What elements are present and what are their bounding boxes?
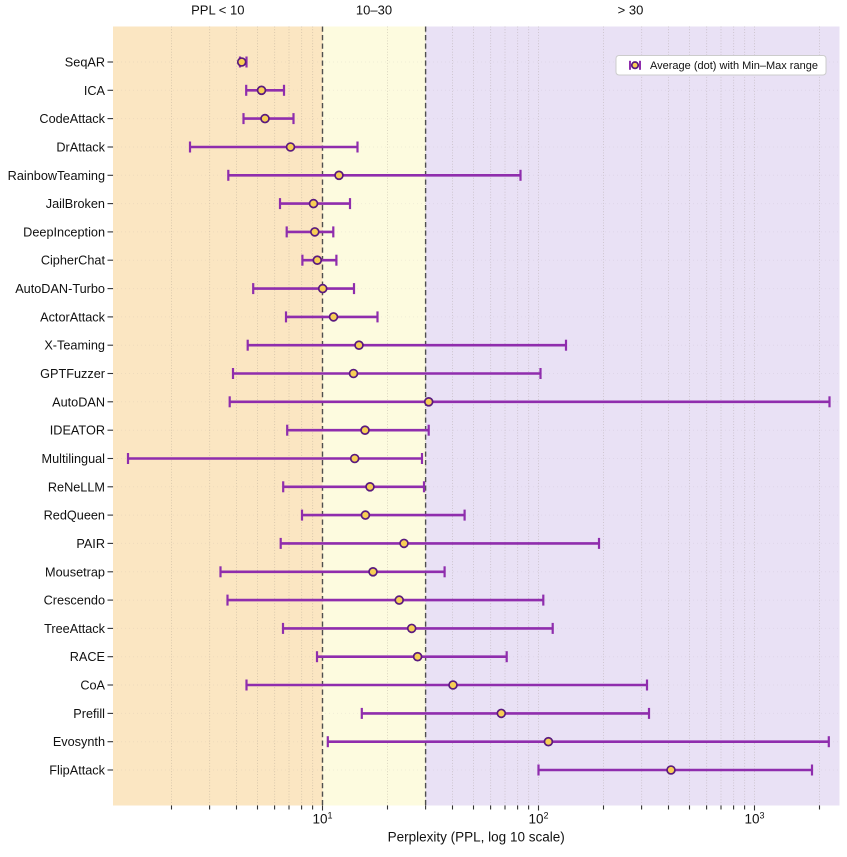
svg-text:X-Teaming: X-Teaming	[44, 339, 105, 353]
svg-text:GPTFuzzer: GPTFuzzer	[40, 367, 106, 381]
svg-text:> 30: > 30	[618, 3, 644, 18]
svg-text:Crescendo: Crescendo	[44, 594, 105, 608]
svg-text:FlipAttack: FlipAttack	[49, 764, 105, 778]
svg-text:AutoDAN-Turbo: AutoDAN-Turbo	[15, 282, 105, 296]
svg-text:SeqAR: SeqAR	[65, 56, 105, 70]
svg-text:IDEATOR: IDEATOR	[50, 424, 105, 438]
svg-text:PAIR: PAIR	[76, 537, 105, 551]
svg-text:CodeAttack: CodeAttack	[39, 112, 105, 126]
svg-text:CoA: CoA	[80, 679, 105, 693]
svg-text:PPL < 10: PPL < 10	[191, 3, 244, 18]
svg-text:Mousetrap: Mousetrap	[45, 565, 105, 579]
svg-text:Average (dot) with Min–Max ran: Average (dot) with Min–Max range	[650, 60, 818, 72]
svg-text:CipherChat: CipherChat	[41, 254, 106, 268]
svg-text:DeepInception: DeepInception	[23, 225, 105, 239]
svg-text:JailBroken: JailBroken	[46, 197, 105, 211]
svg-text:RACE: RACE	[70, 650, 105, 664]
svg-text:102: 102	[528, 811, 548, 827]
svg-text:Multilingual: Multilingual	[42, 452, 105, 466]
svg-text:10–30: 10–30	[356, 3, 392, 18]
svg-text:Prefill: Prefill	[73, 707, 105, 721]
svg-text:103: 103	[744, 811, 764, 827]
svg-text:TreeAttack: TreeAttack	[44, 622, 106, 636]
svg-text:101: 101	[312, 811, 332, 827]
svg-text:Perplexity (PPL, log 10 scale): Perplexity (PPL, log 10 scale)	[388, 830, 565, 845]
svg-text:RainbowTeaming: RainbowTeaming	[8, 169, 105, 183]
svg-text:AutoDAN: AutoDAN	[52, 395, 105, 409]
svg-text:ReNeLLM: ReNeLLM	[48, 480, 105, 494]
svg-text:DrAttack: DrAttack	[56, 141, 105, 155]
svg-text:ActorAttack: ActorAttack	[40, 310, 106, 324]
svg-text:Evosynth: Evosynth	[53, 735, 105, 749]
svg-text:ICA: ICA	[84, 84, 106, 98]
svg-text:RedQueen: RedQueen	[44, 509, 105, 523]
